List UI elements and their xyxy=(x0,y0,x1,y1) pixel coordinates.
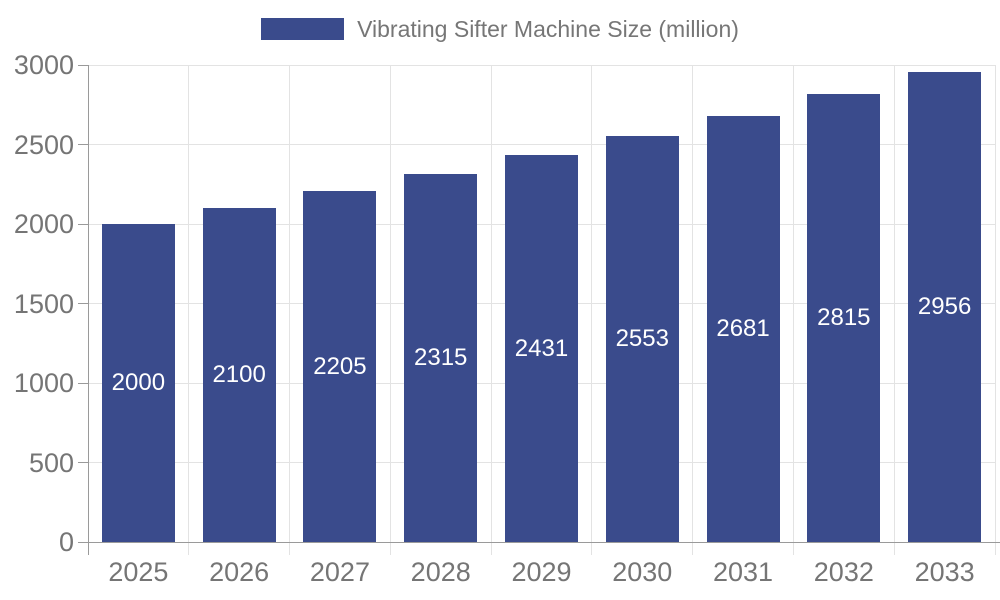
x-tick-label: 2033 xyxy=(914,557,975,587)
y-tick-label: 3000 xyxy=(13,50,74,80)
legend-item[interactable]: Vibrating Sifter Machine Size (million) xyxy=(0,16,1000,42)
bar-2028[interactable]: 2315 xyxy=(404,173,478,542)
bar-value-label: 2431 xyxy=(514,334,569,362)
y-axis-tick xyxy=(78,541,88,543)
x-tick-label: 2026 xyxy=(209,557,270,587)
bar-value-label: 2681 xyxy=(716,314,770,342)
bar-value-label: 2315 xyxy=(414,343,468,371)
bar-2025[interactable]: 2000 xyxy=(101,224,175,542)
bar-2032[interactable]: 2815 xyxy=(807,94,881,542)
x-tick-label: 2032 xyxy=(813,557,874,587)
y-axis-tick xyxy=(78,382,88,384)
v-gridline xyxy=(289,65,291,555)
h-gridline xyxy=(88,64,995,66)
v-gridline xyxy=(692,65,694,555)
y-tick-label: 1500 xyxy=(13,288,74,319)
y-tick-label: 500 xyxy=(28,447,74,478)
plot-area: 2000 2100 2205 2315 2431 2553 2681 2815 2956 xyxy=(87,64,996,555)
y-tick-label: 0 xyxy=(58,527,74,557)
x-tick-label: 2028 xyxy=(410,557,471,587)
v-gridline xyxy=(994,65,996,555)
v-gridline xyxy=(490,65,492,555)
legend-swatch xyxy=(261,18,345,40)
x-tick-label: 2029 xyxy=(511,557,572,587)
v-gridline xyxy=(389,65,391,555)
bar-2027[interactable]: 2205 xyxy=(303,191,377,542)
y-axis-tick xyxy=(78,462,88,463)
bar-value-label: 2553 xyxy=(615,325,669,353)
bar-2031[interactable]: 2681 xyxy=(706,115,780,542)
bar-2030[interactable]: 2553 xyxy=(605,136,679,542)
bar-2029[interactable]: 2431 xyxy=(505,155,578,542)
y-axis-line xyxy=(87,65,89,555)
y-axis-tick xyxy=(78,303,88,304)
bar-2026[interactable]: 2100 xyxy=(202,208,276,542)
bar-value-label: 2815 xyxy=(817,304,871,332)
x-tick-label: 2030 xyxy=(612,557,673,587)
x-tick-label: 2025 xyxy=(108,557,169,587)
x-tick-label: 2031 xyxy=(713,557,774,587)
v-gridline xyxy=(188,65,190,555)
bar-value-label: 2000 xyxy=(111,369,166,396)
h-gridline xyxy=(88,144,995,145)
bar-value-label: 2956 xyxy=(917,293,972,320)
y-tick-label: 1000 xyxy=(13,368,74,398)
v-gridline xyxy=(792,65,794,555)
bar-value-label: 2205 xyxy=(313,352,367,380)
legend-label: Vibrating Sifter Machine Size (million) xyxy=(357,16,739,42)
y-tick-label: 2500 xyxy=(13,129,74,160)
y-axis-tick xyxy=(78,64,88,66)
bar-2033[interactable]: 2956 xyxy=(908,72,982,542)
x-tick-label: 2027 xyxy=(309,557,370,587)
bar-value-label: 2100 xyxy=(212,361,266,389)
y-tick-label: 2000 xyxy=(13,209,74,239)
v-gridline xyxy=(893,65,895,555)
y-axis-tick xyxy=(78,223,88,225)
v-gridline xyxy=(591,65,593,555)
x-axis-line xyxy=(88,541,1000,543)
y-axis-tick xyxy=(78,144,88,145)
